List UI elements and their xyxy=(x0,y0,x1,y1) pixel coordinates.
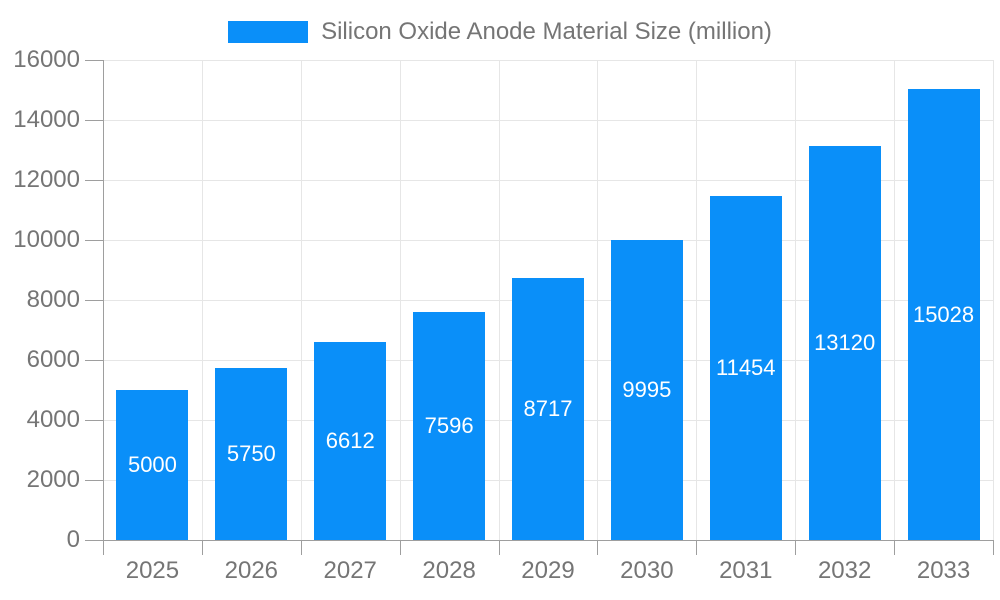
y-axis-tick-label: 8000 xyxy=(26,286,80,313)
bar-2029: 8717 xyxy=(512,278,584,540)
y-axis-tick-label: 16000 xyxy=(13,46,80,73)
gridline-v xyxy=(597,60,599,540)
gridline-v xyxy=(696,60,698,540)
x-axis-tick xyxy=(993,540,994,555)
bar-2033: 15028 xyxy=(907,89,980,540)
bar-2025: 5000 xyxy=(116,390,189,540)
gridline-v xyxy=(201,60,203,540)
legend-swatch xyxy=(228,21,309,43)
x-axis-tick-label: 2028 xyxy=(422,557,476,584)
y-axis-tick-label: 2000 xyxy=(26,466,80,493)
bar-value-label: 9995 xyxy=(622,377,672,403)
gridline-v xyxy=(300,60,302,540)
x-axis-line xyxy=(103,540,993,541)
x-axis-tick xyxy=(894,540,896,555)
bar-value-label: 5000 xyxy=(127,452,177,477)
bar-2032: 13120 xyxy=(808,146,881,540)
bar-value-label: 11454 xyxy=(715,355,776,381)
x-axis-tick-label: 2026 xyxy=(224,557,279,584)
gridline-h xyxy=(103,180,993,181)
gridline-v xyxy=(399,60,401,540)
x-axis-tick xyxy=(795,540,797,555)
x-axis-tick xyxy=(696,540,698,555)
y-axis-tick xyxy=(85,480,103,481)
y-axis-tick-label: 12000 xyxy=(13,166,80,193)
y-axis-line xyxy=(103,60,104,555)
x-axis-tick xyxy=(300,540,302,555)
bar-value-label: 13120 xyxy=(814,330,876,356)
bar-value-label: 8717 xyxy=(523,396,573,422)
x-axis-tick xyxy=(201,540,203,555)
x-axis-tick-label: 2029 xyxy=(521,557,575,584)
bar-value-label: 5750 xyxy=(226,440,276,466)
gridline-h xyxy=(103,60,993,61)
gridline-h xyxy=(103,120,993,121)
x-axis-tick xyxy=(498,540,500,555)
bar-value-label: 6612 xyxy=(325,427,375,453)
bar-2026: 5750 xyxy=(215,367,288,540)
bar-value-label: 7596 xyxy=(424,413,474,439)
gridline-v xyxy=(795,60,797,540)
x-axis-tick xyxy=(399,540,401,555)
x-axis-tick-label: 2025 xyxy=(125,557,180,584)
x-axis-tick-label: 2027 xyxy=(323,557,377,584)
gridline-v xyxy=(993,60,994,540)
x-axis-tick-label: 2032 xyxy=(817,557,872,584)
gridline-v xyxy=(498,60,500,540)
y-axis-tick xyxy=(85,300,103,301)
y-axis-tick xyxy=(85,60,103,61)
x-axis-tick-label: 2030 xyxy=(620,557,674,584)
x-axis-tick-label: 2033 xyxy=(916,557,971,584)
x-axis-tick xyxy=(597,540,599,555)
bar-2027: 6612 xyxy=(314,341,387,540)
y-axis-tick xyxy=(85,360,103,361)
y-axis-tick-label: 4000 xyxy=(26,406,80,433)
y-axis-tick xyxy=(85,120,103,121)
gridline-v xyxy=(894,60,896,540)
gridline-h xyxy=(103,240,993,241)
y-axis-tick xyxy=(85,240,103,241)
legend-label: Silicon Oxide Anode Material Size (milli… xyxy=(321,18,772,45)
bar-2031: 11454 xyxy=(709,196,782,540)
y-axis-tick-label: 0 xyxy=(66,526,80,553)
bar-2028: 7596 xyxy=(413,312,486,540)
y-axis-tick-label: 10000 xyxy=(13,226,80,253)
chart-legend-item[interactable]: Silicon Oxide Anode Material Size (milli… xyxy=(0,18,1000,45)
bar-2030: 9995 xyxy=(610,240,683,540)
y-axis-tick xyxy=(85,180,103,181)
x-axis-tick-label: 2031 xyxy=(719,557,773,584)
y-axis-tick xyxy=(85,540,103,541)
y-axis-tick xyxy=(85,420,103,421)
bar-value-label: 15028 xyxy=(912,301,975,327)
y-axis-tick-label: 6000 xyxy=(26,346,80,373)
y-axis-tick-label: 14000 xyxy=(13,106,80,133)
